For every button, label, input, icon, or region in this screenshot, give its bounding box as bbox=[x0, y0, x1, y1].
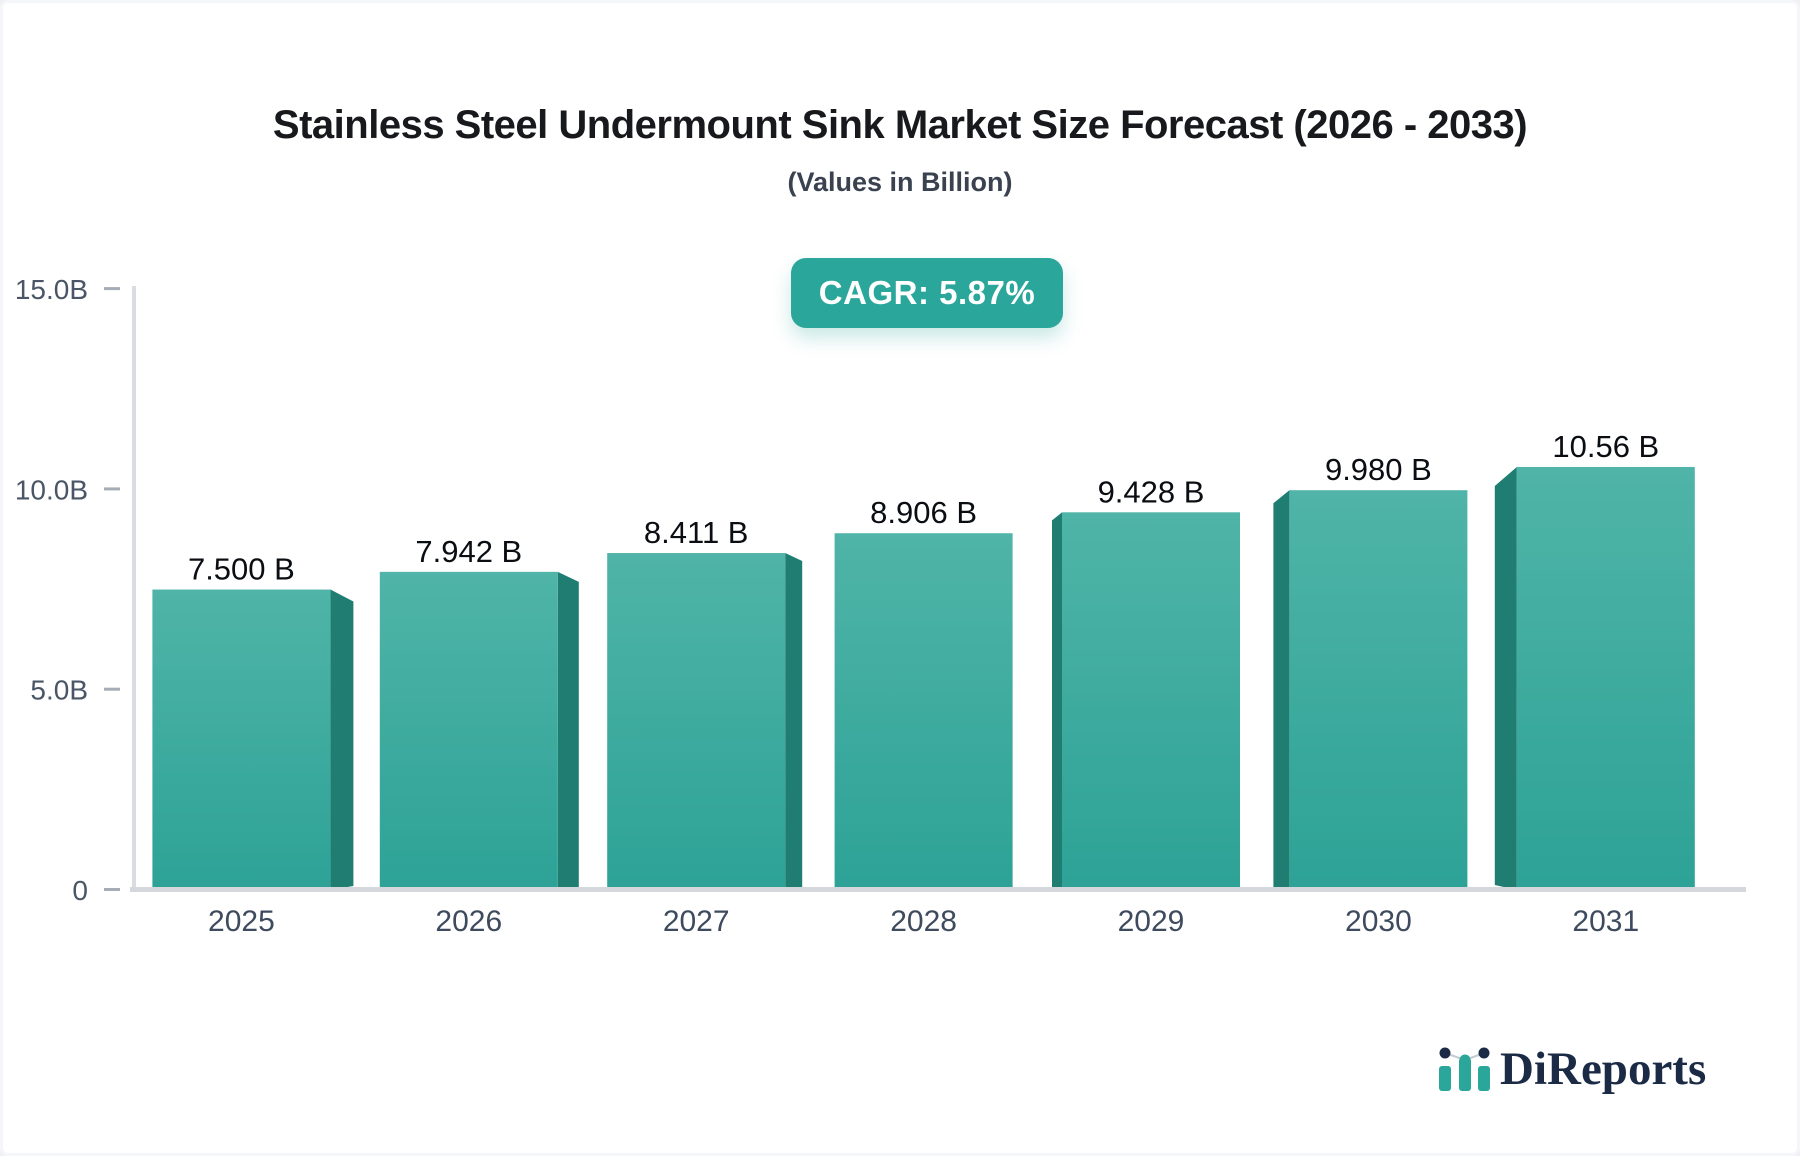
bar-value-label: 9.980 B bbox=[1325, 452, 1432, 487]
page-title: Stainless Steel Undermount Sink Market S… bbox=[272, 103, 1528, 147]
bar-side-bevel bbox=[330, 589, 354, 890]
bar bbox=[152, 589, 331, 890]
x-tick-label: 2025 bbox=[208, 905, 275, 938]
bar bbox=[1062, 512, 1240, 890]
y-tick-label: 5.0B bbox=[30, 675, 88, 706]
bar-side-bevel bbox=[1273, 490, 1290, 890]
x-tick-label: 2028 bbox=[890, 905, 957, 938]
y-tick-label: 15.0B bbox=[15, 274, 88, 305]
bar bbox=[379, 571, 558, 890]
y-tick-dash bbox=[104, 287, 120, 291]
bar-value-label: 8.411 B bbox=[644, 515, 749, 550]
y-tick-dash bbox=[104, 687, 120, 691]
logo-dot bbox=[1439, 1047, 1451, 1059]
y-axis-line bbox=[132, 286, 136, 892]
x-tick-label: 2026 bbox=[435, 905, 502, 938]
bar bbox=[1516, 466, 1695, 890]
direports-logo: DiReports bbox=[1439, 1033, 1707, 1095]
logo-bar bbox=[1459, 1058, 1471, 1091]
x-tick-label: 2031 bbox=[1572, 905, 1639, 938]
x-axis-line bbox=[130, 887, 1746, 892]
bar-side-bevel bbox=[557, 571, 579, 890]
logo-dot bbox=[1478, 1047, 1490, 1059]
y-tick-label: 10.0B bbox=[15, 474, 88, 505]
logo-bar bbox=[1478, 1066, 1490, 1091]
bar bbox=[834, 533, 1013, 890]
direports-logo-text: DiReports bbox=[1500, 1043, 1707, 1095]
bar-value-label: 7.942 B bbox=[415, 534, 522, 569]
bar-value-label: 10.56 B bbox=[1552, 429, 1659, 464]
cagr-badge: CAGR: 5.87% bbox=[791, 258, 1063, 328]
market-size-bar-chart: 0 5.0B 10.0B 15.0B 7.500 B 2025 7.942 B 2026 8.4… bbox=[15, 274, 1746, 938]
y-tick-dash bbox=[104, 888, 120, 891]
logo-bar bbox=[1439, 1066, 1451, 1091]
cagr-badge-label: CAGR: 5.87% bbox=[818, 274, 1036, 311]
page-subtitle: (Values in Billion) bbox=[787, 167, 1013, 197]
bar-value-label: 9.428 B bbox=[1098, 474, 1205, 509]
y-tick-label: 0 bbox=[72, 875, 88, 906]
bar bbox=[1289, 490, 1468, 890]
bar bbox=[607, 553, 786, 890]
bar-value-label: 7.500 B bbox=[188, 552, 295, 587]
logo-dot-mid bbox=[1459, 1054, 1471, 1066]
bar-side-bevel bbox=[1052, 512, 1062, 890]
bar-value-label: 8.906 B bbox=[870, 495, 977, 530]
direports-logo-icon bbox=[1439, 1047, 1490, 1091]
bar-side-bevel bbox=[785, 553, 803, 890]
x-tick-label: 2030 bbox=[1345, 905, 1412, 938]
y-tick-dash bbox=[104, 487, 120, 491]
x-tick-label: 2029 bbox=[1118, 905, 1185, 938]
bar-side-bevel bbox=[1494, 466, 1517, 890]
x-tick-label: 2027 bbox=[663, 905, 730, 938]
